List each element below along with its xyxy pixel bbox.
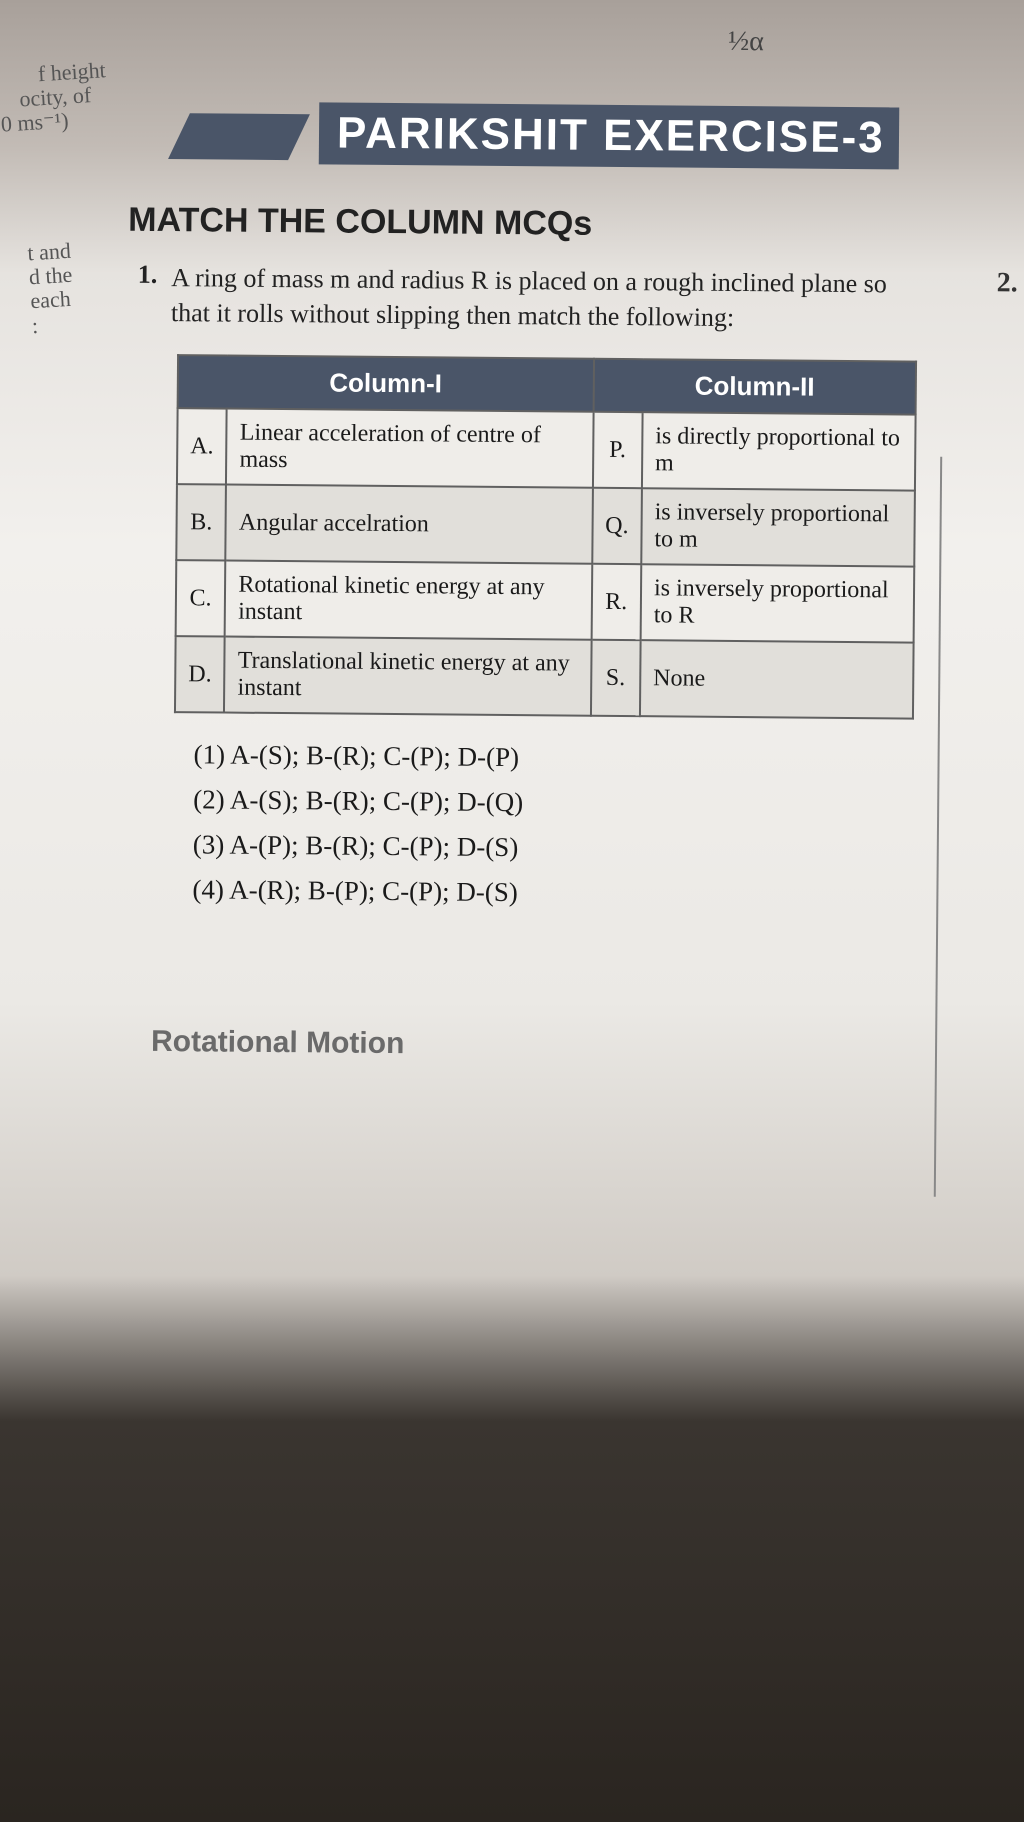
row-letter: D. bbox=[175, 636, 225, 712]
page: f height ocity, of 0 ms⁻¹) t and d the e… bbox=[41, 20, 1024, 1087]
table-row: A. Linear acceleration of centre of mass… bbox=[177, 408, 916, 490]
table-row: B. Angular accelration Q. is inversely p… bbox=[176, 484, 915, 566]
table-body: A. Linear acceleration of centre of mass… bbox=[175, 408, 916, 718]
row-letter: R. bbox=[591, 564, 641, 640]
spine-crop-2: t and d the each : bbox=[27, 239, 76, 338]
row-text: Rotational kinetic energy at any instant bbox=[225, 561, 592, 640]
option: (2) A-(S); B-(R); C-(P); D-(Q) bbox=[193, 784, 943, 822]
spine-crop: f height ocity, of 0 ms⁻¹) bbox=[37, 58, 109, 135]
spine-l3: 0 ms⁻¹) bbox=[0, 106, 109, 137]
footer-topic: Rotational Motion bbox=[151, 1025, 941, 1066]
row-text: is inversely proportional to R bbox=[641, 564, 915, 642]
banner-title: PARIKSHIT EXERCISE-3 bbox=[319, 102, 899, 169]
banner: PARIKSHIT EXERCISE-3 bbox=[109, 101, 1014, 179]
spine2-l3: each bbox=[30, 287, 75, 314]
row-letter: Q. bbox=[592, 488, 642, 564]
spine-l1: f height bbox=[37, 58, 106, 86]
next-question-num: 2. bbox=[997, 267, 1018, 299]
row-text: None bbox=[640, 640, 914, 718]
top-fragment: ½α bbox=[728, 26, 764, 58]
question-number: 1. bbox=[138, 260, 158, 290]
row-text: Translational kinetic energy at any inst… bbox=[224, 637, 591, 716]
row-letter: C. bbox=[176, 560, 226, 636]
row-letter: B. bbox=[176, 484, 226, 560]
options: (1) A-(S); B-(R); C-(P); D-(P) (2) A-(S)… bbox=[192, 739, 943, 912]
option: (3) A-(P); B-(R); C-(P); D-(S) bbox=[193, 829, 943, 867]
table-row: C. Rotational kinetic energy at any inst… bbox=[176, 560, 915, 642]
spine2-l4: : bbox=[31, 311, 76, 338]
option: (4) A-(R); B-(P); C-(P); D-(S) bbox=[192, 874, 942, 912]
question-text: A ring of mass m and radius R is placed … bbox=[171, 260, 912, 337]
row-letter: S. bbox=[591, 640, 641, 716]
row-text: is inversely proportional to m bbox=[641, 488, 915, 566]
row-text: Angular accelration bbox=[226, 485, 593, 564]
col1-header: Column-I bbox=[178, 355, 594, 412]
match-table: Column-I Column-II A. Linear acceleratio… bbox=[174, 354, 917, 719]
row-letter: A. bbox=[177, 408, 227, 484]
section-title: MATCH THE COLUMN MCQs bbox=[128, 201, 1012, 248]
option: (1) A-(S); B-(R); C-(P); D-(P) bbox=[193, 739, 943, 777]
col2-header: Column-II bbox=[593, 359, 916, 415]
row-letter: P. bbox=[593, 412, 643, 488]
row-text: Linear acceleration of centre of mass bbox=[226, 409, 593, 488]
banner-accent bbox=[168, 113, 310, 160]
row-text: is directly proportional to m bbox=[642, 412, 916, 490]
question-block: 2. 1. A ring of mass m and radius R is p… bbox=[131, 260, 948, 1066]
table-row: D. Translational kinetic energy at any i… bbox=[175, 636, 914, 718]
